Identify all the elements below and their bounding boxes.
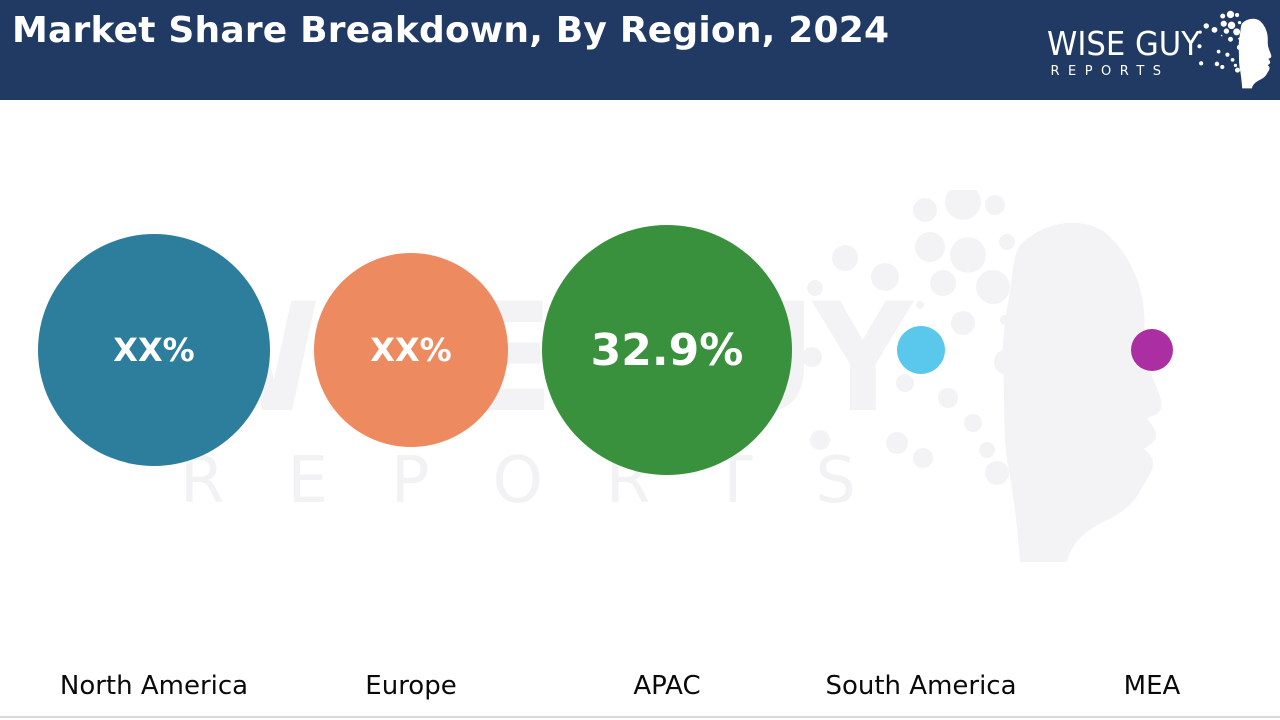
bubble-mea [1131, 329, 1173, 371]
bubble-value-europe: XX% [370, 331, 452, 369]
watermark-face-icon [802, 190, 1162, 562]
region-label-south-america: South America [825, 671, 1017, 701]
logo-text: WISE GUY REPORTS [1047, 24, 1212, 79]
watermark-letter: P [390, 444, 430, 518]
watermark-letter: S [815, 444, 856, 518]
logo-subtext: REPORTS [1050, 63, 1170, 79]
wiseguy-logo: WISE GUY REPORTS [1047, 6, 1272, 96]
bubble-apac: 32.9% [542, 225, 792, 475]
watermark-letter: E [287, 444, 328, 518]
bubble-south-america [897, 326, 945, 374]
header: Market Share Breakdown, By Region, 2024 … [0, 0, 1280, 100]
watermark-letter: O [492, 444, 543, 518]
region-label-europe: Europe [365, 671, 457, 701]
region-label-north-america: North America [59, 671, 249, 701]
page-title: Market Share Breakdown, By Region, 2024 [12, 10, 890, 51]
logo-wordmark: WISE GUY [1047, 23, 1201, 63]
region-label-apac: APAC [633, 671, 701, 701]
bubble-north-america: XX% [38, 234, 270, 466]
bubble-value-north-america: XX% [113, 331, 195, 369]
bubble-europe: XX% [314, 253, 508, 447]
region-label-mea: MEA [1123, 671, 1181, 701]
bubble-value-apac: 32.9% [590, 324, 744, 376]
bottom-divider [0, 716, 1280, 718]
